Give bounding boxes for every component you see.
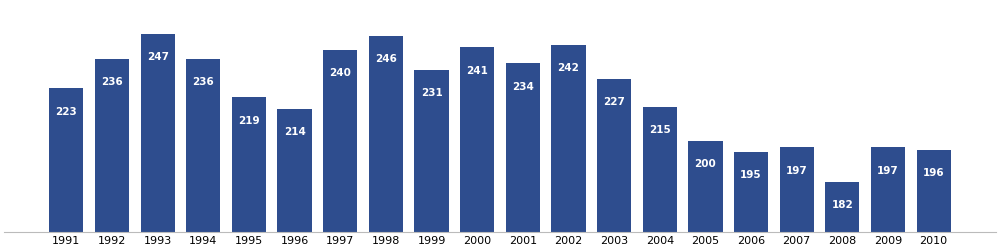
Bar	[232, 98, 266, 250]
Bar	[597, 79, 631, 250]
Text: 214: 214	[284, 127, 306, 137]
Text: 200: 200	[695, 159, 716, 169]
Bar	[734, 152, 768, 250]
Bar	[369, 36, 403, 250]
Bar	[917, 150, 951, 250]
Text: 196: 196	[923, 168, 944, 178]
Bar	[780, 148, 814, 250]
Text: 215: 215	[649, 125, 671, 135]
Bar	[688, 141, 723, 250]
Text: 195: 195	[740, 170, 762, 180]
Bar	[323, 50, 357, 250]
Bar	[49, 88, 83, 250]
Bar	[871, 148, 905, 250]
Bar	[506, 63, 540, 250]
Bar	[95, 59, 129, 250]
Text: 227: 227	[603, 98, 625, 108]
Text: 246: 246	[375, 54, 397, 64]
Bar	[141, 34, 175, 250]
Text: 197: 197	[786, 166, 808, 176]
Bar	[414, 70, 449, 250]
Bar	[460, 48, 494, 250]
Text: 182: 182	[831, 200, 853, 210]
Text: 219: 219	[238, 116, 260, 126]
Text: 236: 236	[101, 77, 123, 87]
Text: 241: 241	[466, 66, 488, 76]
Text: 223: 223	[55, 106, 77, 117]
Text: 240: 240	[329, 68, 351, 78]
Bar	[551, 45, 586, 250]
Bar	[277, 109, 312, 250]
Text: 236: 236	[192, 77, 214, 87]
Bar	[643, 106, 677, 250]
Text: 242: 242	[558, 63, 579, 73]
Text: 247: 247	[147, 52, 169, 62]
Text: 197: 197	[877, 166, 899, 176]
Bar	[825, 182, 859, 250]
Text: 234: 234	[512, 82, 534, 92]
Text: 231: 231	[421, 88, 442, 98]
Bar	[186, 59, 220, 250]
